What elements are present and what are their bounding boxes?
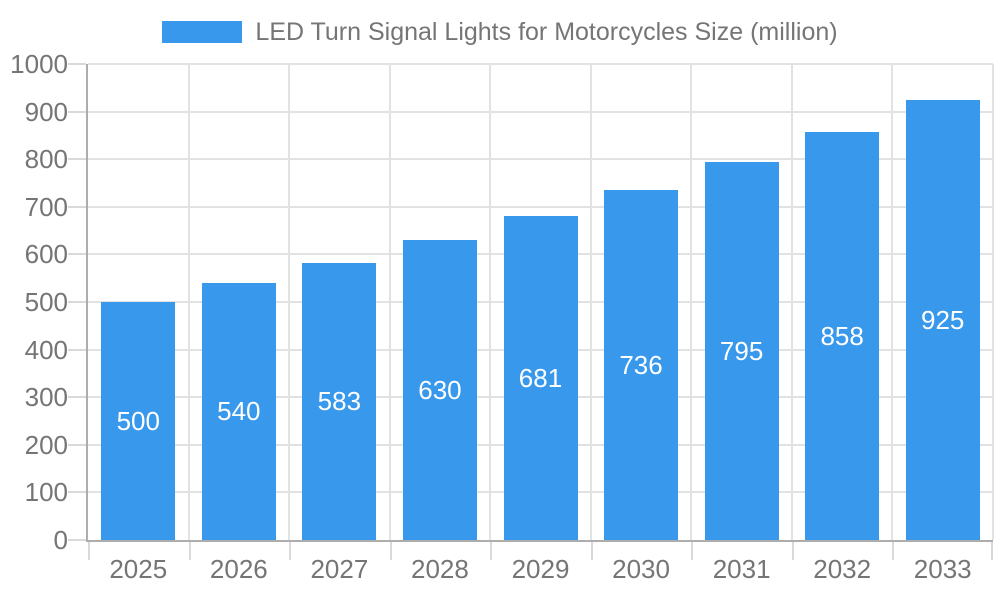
y-axis-label: 900 xyxy=(24,96,68,127)
y-axis-label: 500 xyxy=(24,287,68,317)
legend-item[interactable]: LED Turn Signal Lights for Motorcycles S… xyxy=(0,18,1000,46)
x-gridline xyxy=(388,64,391,540)
bar-2032[interactable]: 858 xyxy=(805,131,880,540)
y-axis-label: 0 xyxy=(53,525,68,555)
y-gridline xyxy=(88,205,993,208)
x-axis-tick xyxy=(691,542,694,560)
y-axis-label: 400 xyxy=(24,334,68,365)
y-gridline xyxy=(88,110,993,113)
bar-value-label: 681 xyxy=(518,362,563,393)
x-axis-tick xyxy=(188,542,191,560)
x-axis-label: 2029 xyxy=(511,554,570,584)
x-gridline xyxy=(992,64,994,540)
y-axis-tick xyxy=(68,63,86,65)
x-axis-tick xyxy=(991,542,993,560)
y-axis-label: 100 xyxy=(24,477,68,508)
y-axis-tick xyxy=(68,539,86,541)
x-axis-label: 2032 xyxy=(813,554,872,584)
bar-2033[interactable]: 925 xyxy=(905,99,980,540)
x-gridline xyxy=(790,64,793,540)
bar-value-label: 925 xyxy=(921,304,965,335)
y-axis-tick xyxy=(68,158,86,161)
x-axis-label: 2026 xyxy=(209,554,268,584)
plot-area: 500 540 583 630 681 736 795 858 925 xyxy=(68,63,994,560)
bar-value-label: 540 xyxy=(217,396,261,427)
bar-2030[interactable]: 736 xyxy=(604,189,679,540)
x-gridline xyxy=(891,64,894,540)
bar-2028[interactable]: 630 xyxy=(402,240,477,540)
y-gridline xyxy=(88,158,993,161)
x-gridline xyxy=(589,64,592,540)
x-gridline xyxy=(288,64,291,540)
y-axis-tick xyxy=(68,396,86,399)
bar-value-label: 500 xyxy=(116,406,160,436)
bar-2025[interactable]: 500 xyxy=(101,302,176,540)
y-axis-tick xyxy=(68,491,86,494)
x-axis-label: 2027 xyxy=(310,554,369,584)
legend-swatch xyxy=(162,21,243,43)
y-axis-tick xyxy=(68,443,86,446)
bar-2029[interactable]: 681 xyxy=(503,215,578,540)
bar-2031[interactable]: 795 xyxy=(704,161,779,540)
bar-value-label: 630 xyxy=(418,375,462,406)
x-axis-tick xyxy=(490,542,493,560)
y-axis-label: 800 xyxy=(24,144,68,175)
bar-value-label: 736 xyxy=(619,349,663,380)
y-axis-label: 600 xyxy=(24,239,68,270)
y-axis-label: 200 xyxy=(24,429,68,460)
y-axis-tick xyxy=(68,205,86,208)
x-axis-tick xyxy=(389,542,392,560)
x-axis-tick xyxy=(289,542,292,560)
x-axis-label: 2033 xyxy=(913,554,972,584)
x-axis-tick xyxy=(892,542,895,560)
bar-value-label: 583 xyxy=(317,386,362,417)
x-axis-label: 2031 xyxy=(712,554,771,584)
x-gridline xyxy=(690,64,693,540)
x-axis-label: 2030 xyxy=(612,554,670,584)
legend-label: LED Turn Signal Lights for Motorcycles S… xyxy=(255,18,838,46)
y-axis-tick xyxy=(68,348,86,351)
y-axis-tick xyxy=(68,110,86,113)
x-axis-tick xyxy=(88,542,90,560)
x-axis-label: 2028 xyxy=(411,554,469,584)
x-axis-tick xyxy=(590,542,593,560)
bar-value-label: 795 xyxy=(719,335,764,366)
x-axis-tick xyxy=(791,542,794,560)
y-axis-tick xyxy=(68,301,86,303)
bar-value-label: 858 xyxy=(820,320,864,351)
x-axis-label: 2025 xyxy=(109,554,168,584)
x-gridline xyxy=(489,64,492,540)
x-gridline xyxy=(187,64,190,540)
y-axis-label: 1000 xyxy=(10,49,68,79)
y-axis-label: 300 xyxy=(24,382,68,413)
bar-2027[interactable]: 583 xyxy=(302,262,377,540)
y-axis-tick xyxy=(68,253,86,256)
y-gridline xyxy=(88,63,993,65)
y-axis-label: 700 xyxy=(24,191,68,222)
bar-2026[interactable]: 540 xyxy=(201,282,276,540)
